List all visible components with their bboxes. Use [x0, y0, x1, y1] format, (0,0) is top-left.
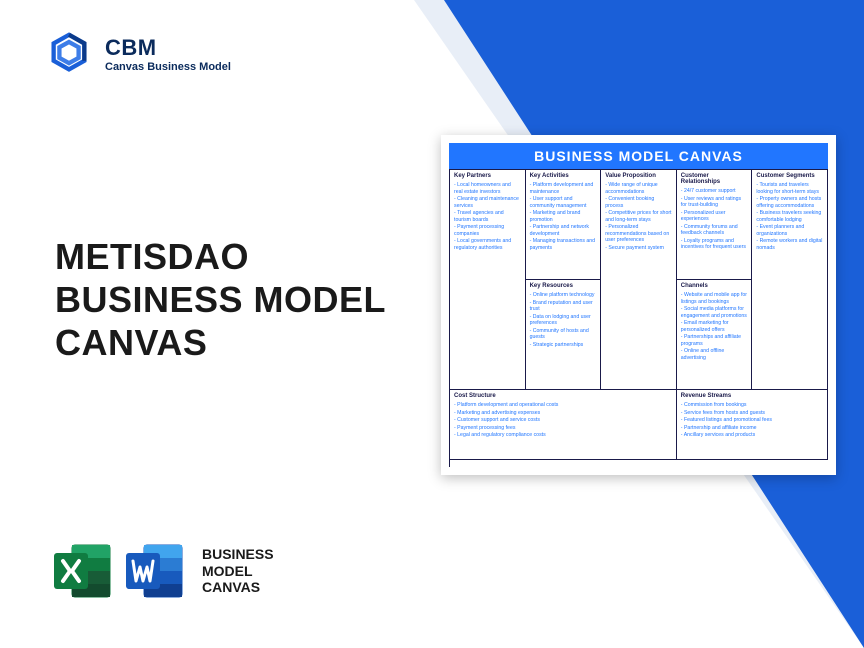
list-item: Local governments and regulatory authori…	[454, 238, 521, 251]
list-item: Data on lodging and user preferences	[530, 314, 597, 327]
list-item: Personalized user experiences	[681, 210, 748, 223]
cell-heading: Key Partners	[454, 173, 521, 179]
list-item: Strategic partnerships	[530, 342, 597, 349]
list-item: Tourists and travelers looking for short…	[756, 182, 823, 195]
list-item: Convenient booking process	[605, 196, 672, 209]
title-line-2: BUSINESS MODEL	[55, 278, 386, 321]
cell-cost-structure: Cost Structure Platform development and …	[450, 390, 677, 460]
title-line-1: METISDAO	[55, 235, 386, 278]
cell-key-resources: Key Resources Online platform technology…	[526, 280, 602, 390]
list-item: Ancillary services and products	[681, 432, 823, 439]
cell-heading: Key Resources	[530, 283, 597, 289]
canvas-preview: BUSINESS MODEL CANVAS Key Partners Local…	[441, 135, 836, 475]
cell-list: 24/7 customer supportUser reviews and ra…	[681, 188, 748, 251]
cell-heading: Value Proposition	[605, 173, 672, 179]
cell-customer-segments: Customer Segments Tourists and travelers…	[752, 170, 828, 390]
list-item: Legal and regulatory compliance costs	[454, 432, 672, 439]
canvas-title: BUSINESS MODEL CANVAS	[449, 143, 828, 169]
cell-list: Platform development and maintenanceUser…	[530, 182, 597, 251]
brand-title: CBM	[105, 35, 231, 61]
list-item: Payment processing companies	[454, 224, 521, 237]
cell-revenue-streams: Revenue Streams Commission from bookings…	[677, 390, 828, 460]
format-label-line-3: CANVAS	[202, 579, 274, 596]
list-item: Community forums and feedback channels	[681, 224, 748, 237]
list-item: Online platform technology	[530, 292, 597, 299]
list-item: Local homeowners and real estate investo…	[454, 182, 521, 195]
format-label-line-2: MODEL	[202, 563, 274, 580]
cell-heading: Key Activities	[530, 173, 597, 179]
format-icons-block: BUSINESS MODEL CANVAS	[50, 539, 274, 603]
list-item: Commission from bookings	[681, 402, 823, 409]
list-item: Property owners and hosts offering accom…	[756, 196, 823, 209]
cell-channels: Channels Website and mobile app for list…	[677, 280, 753, 390]
canvas-grid: Key Partners Local homeowners and real e…	[449, 169, 828, 467]
list-item: Service fees from hosts and guests	[681, 410, 823, 417]
list-item: Platform development and operational cos…	[454, 402, 672, 409]
list-item: Community of hosts and guests	[530, 328, 597, 341]
list-item: Email marketing for personalized offers	[681, 320, 748, 333]
cell-heading: Revenue Streams	[681, 393, 823, 399]
word-icon	[122, 539, 186, 603]
cell-list: Website and mobile app for listings and …	[681, 292, 748, 361]
list-item: Business travelers seeking comfortable l…	[756, 210, 823, 223]
list-item: Payment processing fees	[454, 425, 672, 432]
brand-logo-block: CBM Canvas Business Model	[45, 30, 231, 78]
page-title: METISDAO BUSINESS MODEL CANVAS	[55, 235, 386, 365]
list-item: Partnership and network development	[530, 224, 597, 237]
cell-heading: Cost Structure	[454, 393, 672, 399]
list-item: User support and community management	[530, 196, 597, 209]
list-item: Wide range of unique accommodations	[605, 182, 672, 195]
list-item: User reviews and ratings for trust-build…	[681, 196, 748, 209]
format-label-line-1: BUSINESS	[202, 546, 274, 563]
list-item: Partnership and affiliate income	[681, 425, 823, 432]
list-item: 24/7 customer support	[681, 188, 748, 195]
list-item: Social media platforms for engagement an…	[681, 306, 748, 319]
cbm-logo-icon	[45, 30, 93, 78]
cell-customer-relationships: Customer Relationships 24/7 customer sup…	[677, 170, 753, 280]
list-item: Cleaning and maintenance services	[454, 196, 521, 209]
list-item: Travel agencies and tourism boards	[454, 210, 521, 223]
format-label: BUSINESS MODEL CANVAS	[202, 546, 274, 596]
cell-list: Online platform technologyBrand reputati…	[530, 292, 597, 348]
list-item: Partnerships and affiliate programs	[681, 334, 748, 347]
list-item: Platform development and maintenance	[530, 182, 597, 195]
cell-key-activities: Key Activities Platform development and …	[526, 170, 602, 280]
cell-value-proposition: Value Proposition Wide range of unique a…	[601, 170, 677, 390]
list-item: Secure payment system	[605, 245, 672, 252]
list-item: Website and mobile app for listings and …	[681, 292, 748, 305]
cell-list: Platform development and operational cos…	[454, 402, 672, 439]
list-item: Event planners and organizations	[756, 224, 823, 237]
cell-key-partners: Key Partners Local homeowners and real e…	[450, 170, 526, 390]
list-item: Personalized recommendations based on us…	[605, 224, 672, 244]
cell-heading: Customer Segments	[756, 173, 823, 179]
list-item: Remote workers and digital nomads	[756, 238, 823, 251]
cell-list: Tourists and travelers looking for short…	[756, 182, 823, 251]
list-item: Managing transactions and payments	[530, 238, 597, 251]
excel-icon	[50, 539, 114, 603]
cell-list: Commission from bookingsService fees fro…	[681, 402, 823, 439]
cell-list: Wide range of unique accommodationsConve…	[605, 182, 672, 251]
list-item: Online and offline advertising	[681, 348, 748, 361]
list-item: Featured listings and promotional fees	[681, 417, 823, 424]
list-item: Competitive prices for short and long-te…	[605, 210, 672, 223]
list-item: Marketing and advertising expenses	[454, 410, 672, 417]
cell-heading: Customer Relationships	[681, 173, 748, 185]
cell-heading: Channels	[681, 283, 748, 289]
title-line-3: CANVAS	[55, 321, 386, 364]
cell-list: Local homeowners and real estate investo…	[454, 182, 521, 251]
list-item: Marketing and brand promotion	[530, 210, 597, 223]
list-item: Customer support and service costs	[454, 417, 672, 424]
list-item: Brand reputation and user trust	[530, 300, 597, 313]
brand-text: CBM Canvas Business Model	[105, 35, 231, 73]
brand-subtitle: Canvas Business Model	[105, 61, 231, 73]
list-item: Loyalty programs and incentives for freq…	[681, 238, 748, 251]
